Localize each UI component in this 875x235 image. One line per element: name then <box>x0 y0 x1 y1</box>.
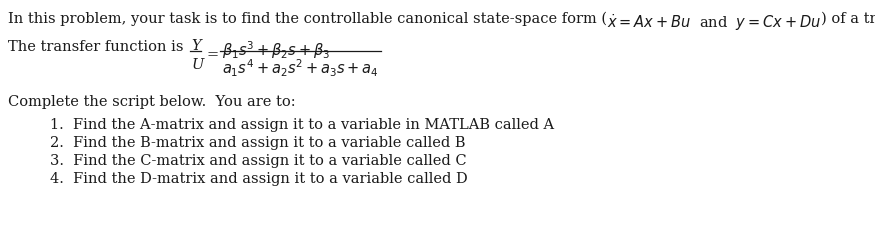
Text: $\dot{x} = Ax + Bu$  and  $y = Cx + Du$: $\dot{x} = Ax + Bu$ and $y = Cx + Du$ <box>607 12 822 33</box>
Text: ) of a transfer function.: ) of a transfer function. <box>822 12 875 26</box>
Text: 2.  Find the B-matrix and assign it to a variable called B: 2. Find the B-matrix and assign it to a … <box>50 136 466 150</box>
Text: 4.  Find the D-matrix and assign it to a variable called D: 4. Find the D-matrix and assign it to a … <box>50 172 468 186</box>
Text: The transfer function is: The transfer function is <box>8 40 188 54</box>
Text: $\beta_1 s^3 + \beta_2 s + \beta_3$: $\beta_1 s^3 + \beta_2 s + \beta_3$ <box>222 39 331 61</box>
Text: In this problem, your task is to find the controllable canonical state-space for: In this problem, your task is to find th… <box>8 12 607 26</box>
Text: Complete the script below.  You are to:: Complete the script below. You are to: <box>8 95 296 109</box>
Text: U: U <box>191 58 204 72</box>
Text: Y: Y <box>191 39 200 53</box>
Text: 3.  Find the C-matrix and assign it to a variable called C: 3. Find the C-matrix and assign it to a … <box>50 154 466 168</box>
Text: =: = <box>206 48 218 62</box>
Text: 1.  Find the A-matrix and assign it to a variable in MATLAB called A: 1. Find the A-matrix and assign it to a … <box>50 118 554 132</box>
Text: $a_1 s^4 + a_2 s^2 + a_3 s + a_4$: $a_1 s^4 + a_2 s^2 + a_3 s + a_4$ <box>222 58 379 79</box>
